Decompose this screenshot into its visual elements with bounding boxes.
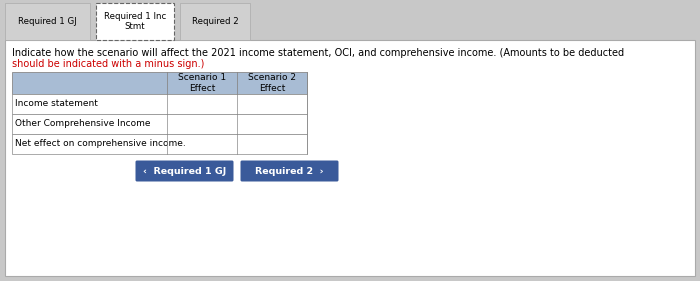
Text: Required 2  ›: Required 2 › xyxy=(256,167,323,176)
Bar xyxy=(12,72,307,94)
Text: Other Comprehensive Income: Other Comprehensive Income xyxy=(15,119,150,128)
Bar xyxy=(96,3,174,40)
Text: should be indicated with a minus sign.): should be indicated with a minus sign.) xyxy=(12,59,204,69)
Text: Net effect on comprehensive income.: Net effect on comprehensive income. xyxy=(15,139,186,148)
FancyBboxPatch shape xyxy=(241,160,339,182)
Text: Scenario 1
Effect: Scenario 1 Effect xyxy=(178,73,226,93)
Bar xyxy=(180,3,250,40)
Text: Indicate how the scenario will affect the 2021 income statement, OCI, and compre: Indicate how the scenario will affect th… xyxy=(12,48,624,58)
Bar xyxy=(5,3,90,40)
Text: Income statement: Income statement xyxy=(15,99,98,108)
Bar xyxy=(12,114,307,134)
Bar xyxy=(12,134,307,154)
Text: Required 2: Required 2 xyxy=(192,17,239,26)
Text: Required 1 GJ: Required 1 GJ xyxy=(18,17,77,26)
Text: Scenario 2
Effect: Scenario 2 Effect xyxy=(248,73,296,93)
Bar xyxy=(12,94,307,114)
Text: ‹  Required 1 GJ: ‹ Required 1 GJ xyxy=(143,167,226,176)
Bar xyxy=(0,0,700,40)
FancyBboxPatch shape xyxy=(136,160,234,182)
Bar xyxy=(5,40,695,276)
Text: Required 1 Inc
Stmt: Required 1 Inc Stmt xyxy=(104,12,166,31)
